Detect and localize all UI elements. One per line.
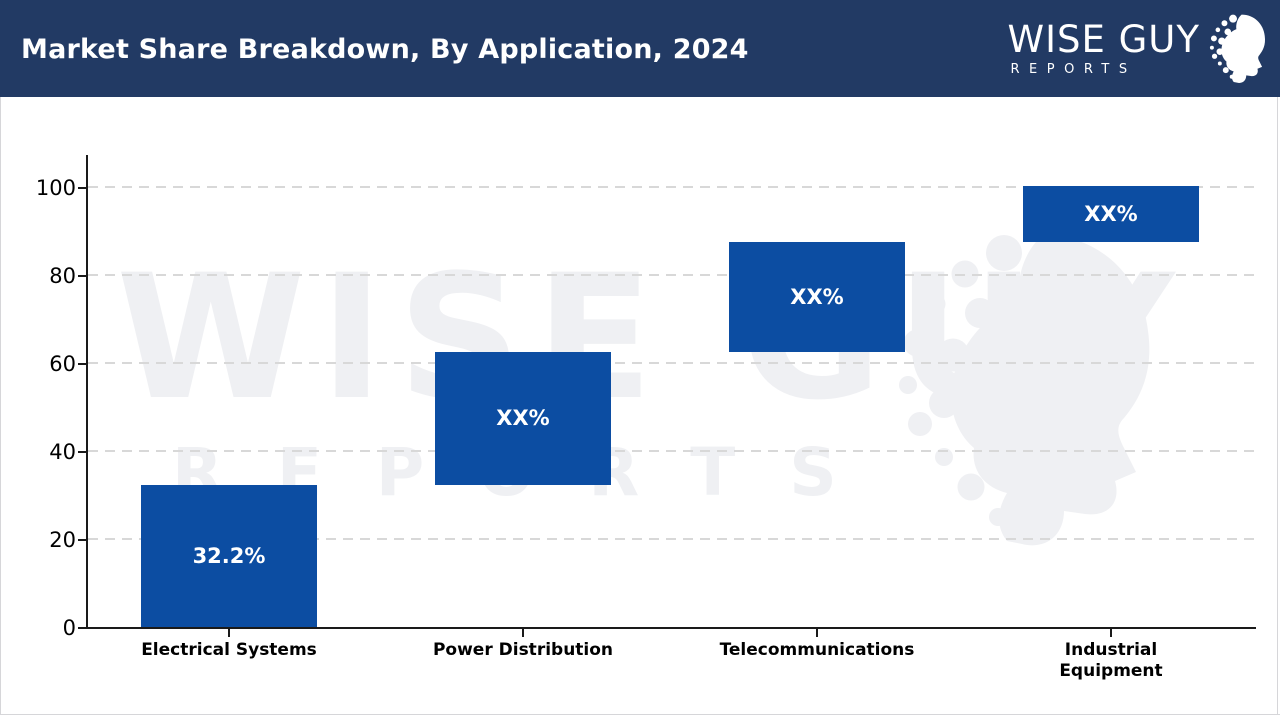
bar-electrical-systems bbox=[141, 485, 317, 627]
bar-value-label: XX% bbox=[1084, 201, 1138, 226]
ytick-label-0: 0 bbox=[62, 616, 76, 640]
y-tick-100 bbox=[78, 187, 86, 189]
category-label-power-distribution: Power Distribution bbox=[432, 640, 614, 660]
page-title: Market Share Breakdown, By Application, … bbox=[21, 34, 749, 65]
ytick-label-100: 100 bbox=[35, 176, 76, 200]
y-tick-80 bbox=[78, 275, 86, 277]
logo-wordmark: WISE GUY bbox=[1007, 18, 1200, 61]
bar-industrial-equipment bbox=[1023, 186, 1199, 242]
x-tick-power-distribution bbox=[522, 629, 524, 637]
category-label-electrical-systems: Electrical Systems bbox=[141, 640, 317, 660]
gridline-100 bbox=[88, 186, 1256, 188]
ytick-label-40: 40 bbox=[49, 440, 76, 464]
watermark-head-icon bbox=[899, 235, 1150, 546]
y-axis-line bbox=[86, 155, 88, 629]
logo-text: WISE GUY REPORTS bbox=[1008, 21, 1200, 77]
category-label-industrial-equipment: Industrial Equipment bbox=[1059, 640, 1163, 681]
ytick-label-20: 20 bbox=[49, 528, 76, 552]
y-tick-0 bbox=[78, 627, 86, 629]
y-tick-60 bbox=[78, 363, 86, 365]
x-tick-telecommunications bbox=[816, 629, 818, 637]
bar-value-label: XX% bbox=[790, 284, 844, 309]
bar-telecommunications bbox=[729, 241, 905, 352]
gridline-20 bbox=[88, 538, 1256, 540]
x-tick-industrial-equipment bbox=[1110, 629, 1112, 637]
bar-power-distribution bbox=[435, 351, 611, 486]
bar-value-label: XX% bbox=[496, 406, 550, 431]
ytick-label-80: 80 bbox=[49, 264, 76, 288]
logo-subtitle: REPORTS bbox=[1010, 62, 1137, 77]
gridline-40 bbox=[88, 450, 1256, 452]
x-axis-line bbox=[86, 627, 1256, 629]
brand-logo: WISE GUY REPORTS bbox=[1008, 8, 1270, 90]
ytick-label-60: 60 bbox=[49, 352, 76, 376]
card-bottom-border bbox=[0, 714, 1280, 715]
category-label-telecommunications: Telecommunications bbox=[719, 640, 915, 660]
bar-value-label: 32.2% bbox=[192, 544, 266, 569]
gridline-60 bbox=[88, 362, 1256, 364]
logo-head-icon bbox=[1209, 14, 1266, 83]
gridline-80 bbox=[88, 274, 1256, 276]
x-tick-electrical-systems bbox=[228, 629, 230, 637]
y-tick-20 bbox=[78, 539, 86, 541]
y-tick-40 bbox=[78, 451, 86, 453]
card-right-border bbox=[1277, 97, 1278, 715]
header-bar: Market Share Breakdown, By Application, … bbox=[0, 0, 1280, 97]
card-left-border bbox=[0, 97, 1, 715]
